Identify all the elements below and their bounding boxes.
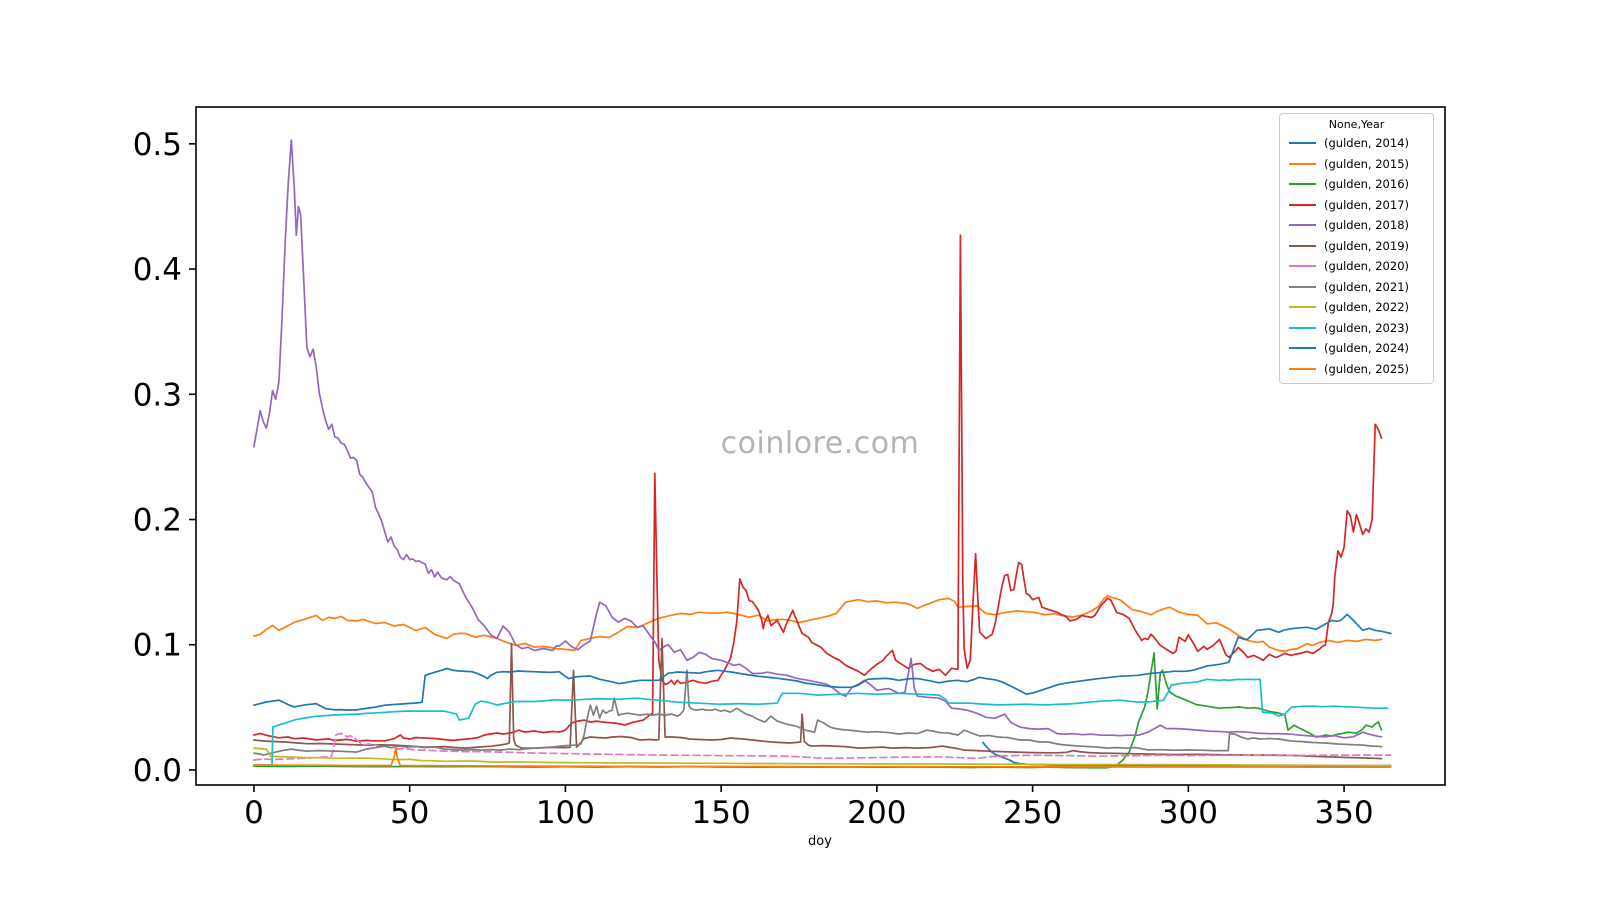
legend-entry-label: (gulden, 2019) (1324, 238, 1409, 253)
legend-entry-label: (gulden, 2014) (1324, 136, 1409, 151)
legend-line-sample (1289, 142, 1316, 145)
legend-entry-label: (gulden, 2015) (1324, 156, 1409, 171)
x-tick-label: 300 (1159, 795, 1218, 831)
legend-entry: (gulden, 2017) (1286, 195, 1427, 216)
x-tick-label: 100 (536, 795, 595, 831)
series-line (253, 732, 1392, 761)
legend-line-sample (1289, 306, 1316, 309)
legend-entry: (gulden, 2015) (1286, 154, 1427, 175)
legend-entry: (gulden, 2014) (1286, 133, 1427, 154)
y-tick-label: 0.1 (133, 628, 182, 664)
y-tick-label: 0.5 (133, 127, 182, 163)
y-tick-label: 0.2 (133, 503, 182, 539)
legend-rows: (gulden, 2014) (gulden, 2015) (gulden, 201… (1286, 133, 1427, 379)
legend-line-sample (1289, 326, 1316, 329)
legend-entry-label: (gulden, 2017) (1324, 197, 1409, 212)
legend-entry-label: (gulden, 2025) (1324, 361, 1409, 376)
legend-entry-label: (gulden, 2023) (1324, 320, 1409, 335)
legend-line-sample (1289, 244, 1316, 247)
legend-entry-label: (gulden, 2022) (1324, 300, 1409, 315)
x-axis-label: doy (808, 834, 832, 849)
series-line (253, 669, 1383, 756)
legend-line-sample (1289, 224, 1316, 227)
x-tick-label: 250 (1003, 795, 1062, 831)
legend-line-sample (1289, 203, 1316, 206)
legend-line-sample (1289, 183, 1316, 186)
series-lines (253, 139, 1392, 769)
legend-entry-label: (gulden, 2020) (1324, 259, 1409, 274)
legend-entry-label: (gulden, 2016) (1324, 177, 1409, 192)
legend-line-sample (1289, 367, 1316, 370)
legend-entry: (gulden, 2023) (1286, 318, 1427, 339)
legend-title: None,Year (1328, 118, 1385, 131)
legend-entry: (gulden, 2016) (1286, 174, 1427, 195)
legend-line-sample (1289, 347, 1316, 350)
series-line (253, 234, 1383, 743)
series-line (253, 637, 1383, 760)
legend-entry: (gulden, 2021) (1286, 277, 1427, 298)
y-tick-label: 0.0 (133, 753, 182, 789)
plot-border (195, 106, 1446, 786)
x-tick-label: 150 (692, 795, 751, 831)
watermark: coinlore.com (720, 426, 920, 461)
legend-line-sample (1289, 285, 1316, 288)
legend-entry: (gulden, 2022) (1286, 297, 1427, 318)
legend-entry: (gulden, 2020) (1286, 256, 1427, 277)
legend-line-sample (1289, 265, 1316, 268)
axes: 0 50 100 150 200 250 300 350 0.0 0.1 0.2 0.3 0.4 0.5 (133, 127, 1374, 831)
x-tick-label: 350 (1314, 795, 1373, 831)
legend-entry: (gulden, 2018) (1286, 215, 1427, 236)
series-line (253, 746, 1392, 769)
legend-line-sample (1289, 162, 1316, 165)
series-line (253, 613, 1392, 711)
x-tick-label: 0 (244, 795, 264, 831)
legend-entry-label: (gulden, 2021) (1324, 279, 1409, 294)
y-tick-label: 0.3 (133, 377, 182, 413)
series-line (253, 678, 1389, 766)
legend: None,Year (gulden, 2014) (gulden, 2015) (g… (1279, 113, 1434, 384)
legend-entry: (gulden, 2025) (1286, 359, 1427, 380)
series-line (253, 595, 1383, 653)
x-tick-label: 50 (390, 795, 429, 831)
y-tick-label: 0.4 (133, 252, 182, 288)
legend-entry-label: (gulden, 2018) (1324, 218, 1409, 233)
legend-entry: (gulden, 2019) (1286, 236, 1427, 257)
series-line (253, 747, 1392, 767)
x-tick-label: 200 (847, 795, 906, 831)
legend-entry-label: (gulden, 2024) (1324, 341, 1409, 356)
series-line (253, 139, 1383, 739)
legend-entry: (gulden, 2024) (1286, 338, 1427, 359)
